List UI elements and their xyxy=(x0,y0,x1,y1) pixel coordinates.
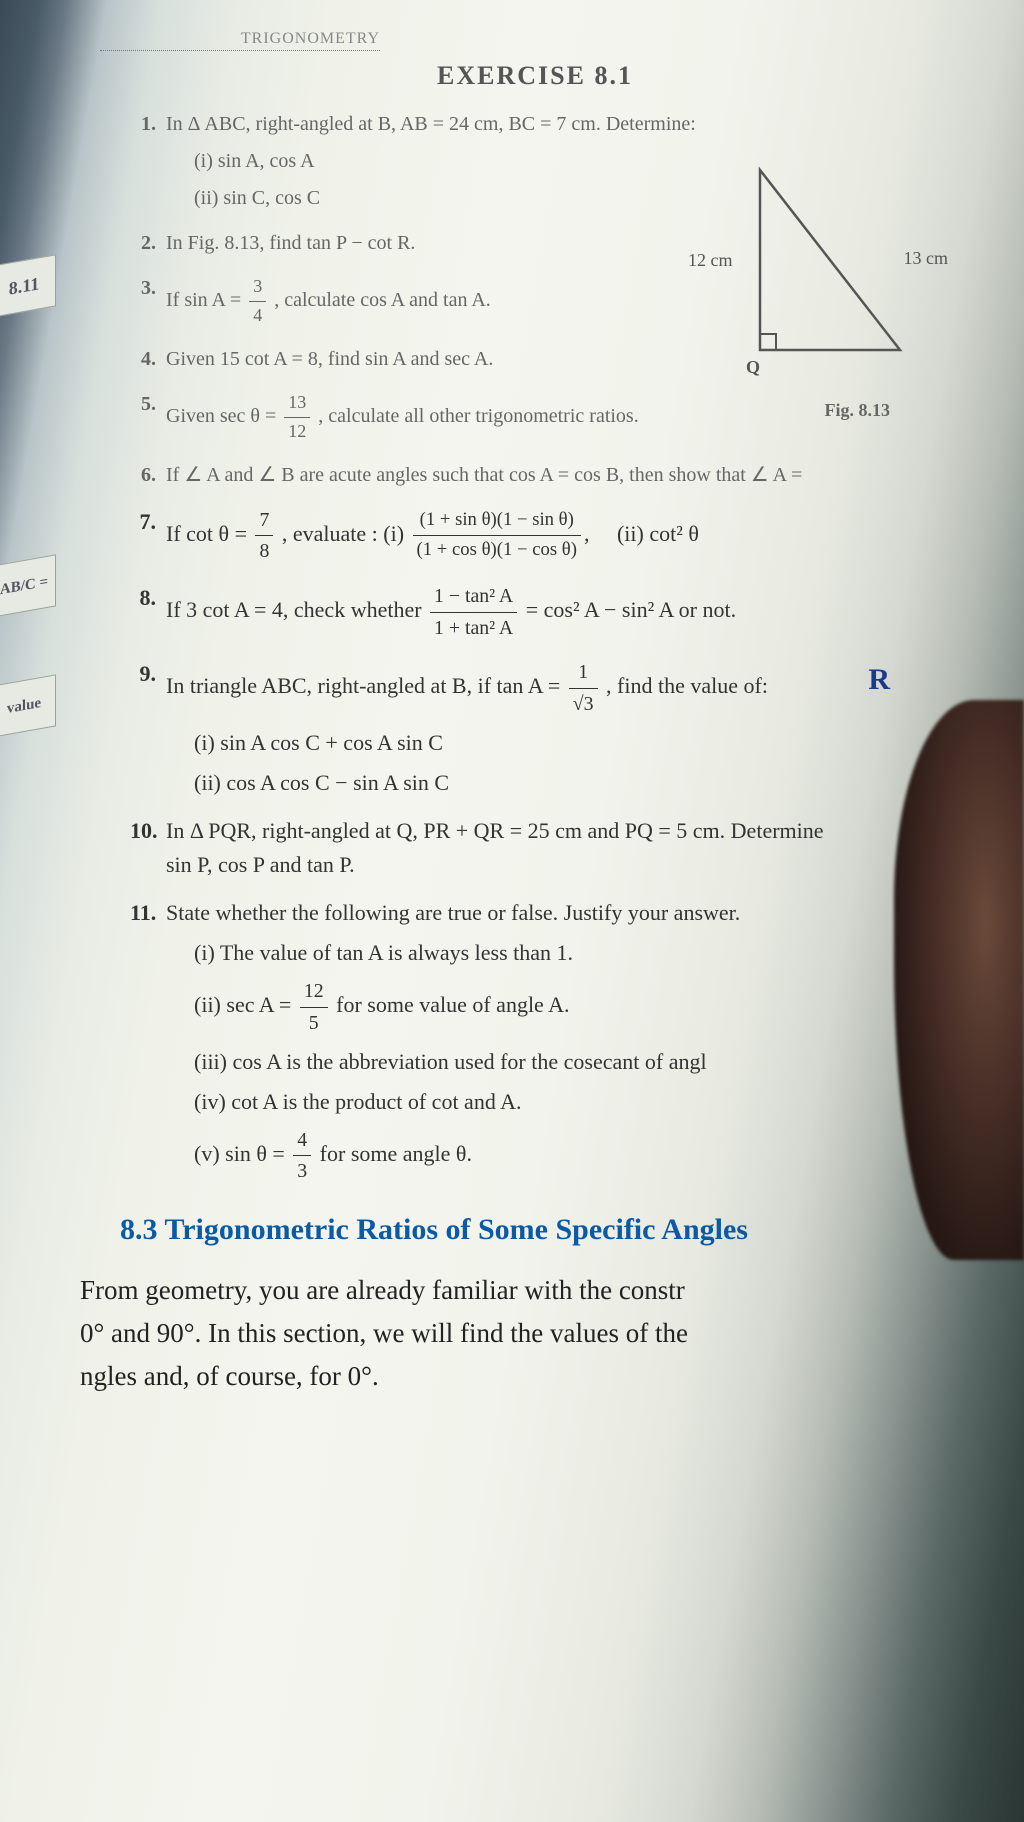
question-11: 11. State whether the following are true… xyxy=(130,896,880,1187)
thumb-shadow xyxy=(894,700,1024,1260)
exercise-title: EXERCISE 8.1 xyxy=(190,61,880,91)
section-body: From geometry, you are already familiar … xyxy=(80,1269,880,1399)
handwritten-mark: R xyxy=(868,657,890,704)
question-7: 7. If cot θ = 78 , evaluate : (i) (1 + s… xyxy=(130,505,880,567)
chapter-header: TRIGONOMETRY xyxy=(100,30,380,51)
section-heading: 8.3 Trigonometric Ratios of Some Specifi… xyxy=(120,1213,880,1247)
question-5: 5. Given sec θ = 1312 , calculate all ot… xyxy=(130,389,880,446)
question-6: 6. If ∠ A and ∠ B are acute angles such … xyxy=(130,460,880,491)
figure-caption: Fig. 8.13 xyxy=(825,400,891,421)
question-9: 9. In triangle ABC, right-angled at B, i… xyxy=(130,657,880,800)
textbook-page: TRIGONOMETRY EXERCISE 8.1 12 cm 13 cm Q … xyxy=(40,0,900,1822)
question-10: 10. In Δ PQR, right-angled at Q, PR + QR… xyxy=(130,814,880,882)
question-8: 8. If 3 cot A = 4, check whether 1 − tan… xyxy=(130,581,880,643)
triangle-figure: 12 cm 13 cm Q xyxy=(740,160,940,380)
